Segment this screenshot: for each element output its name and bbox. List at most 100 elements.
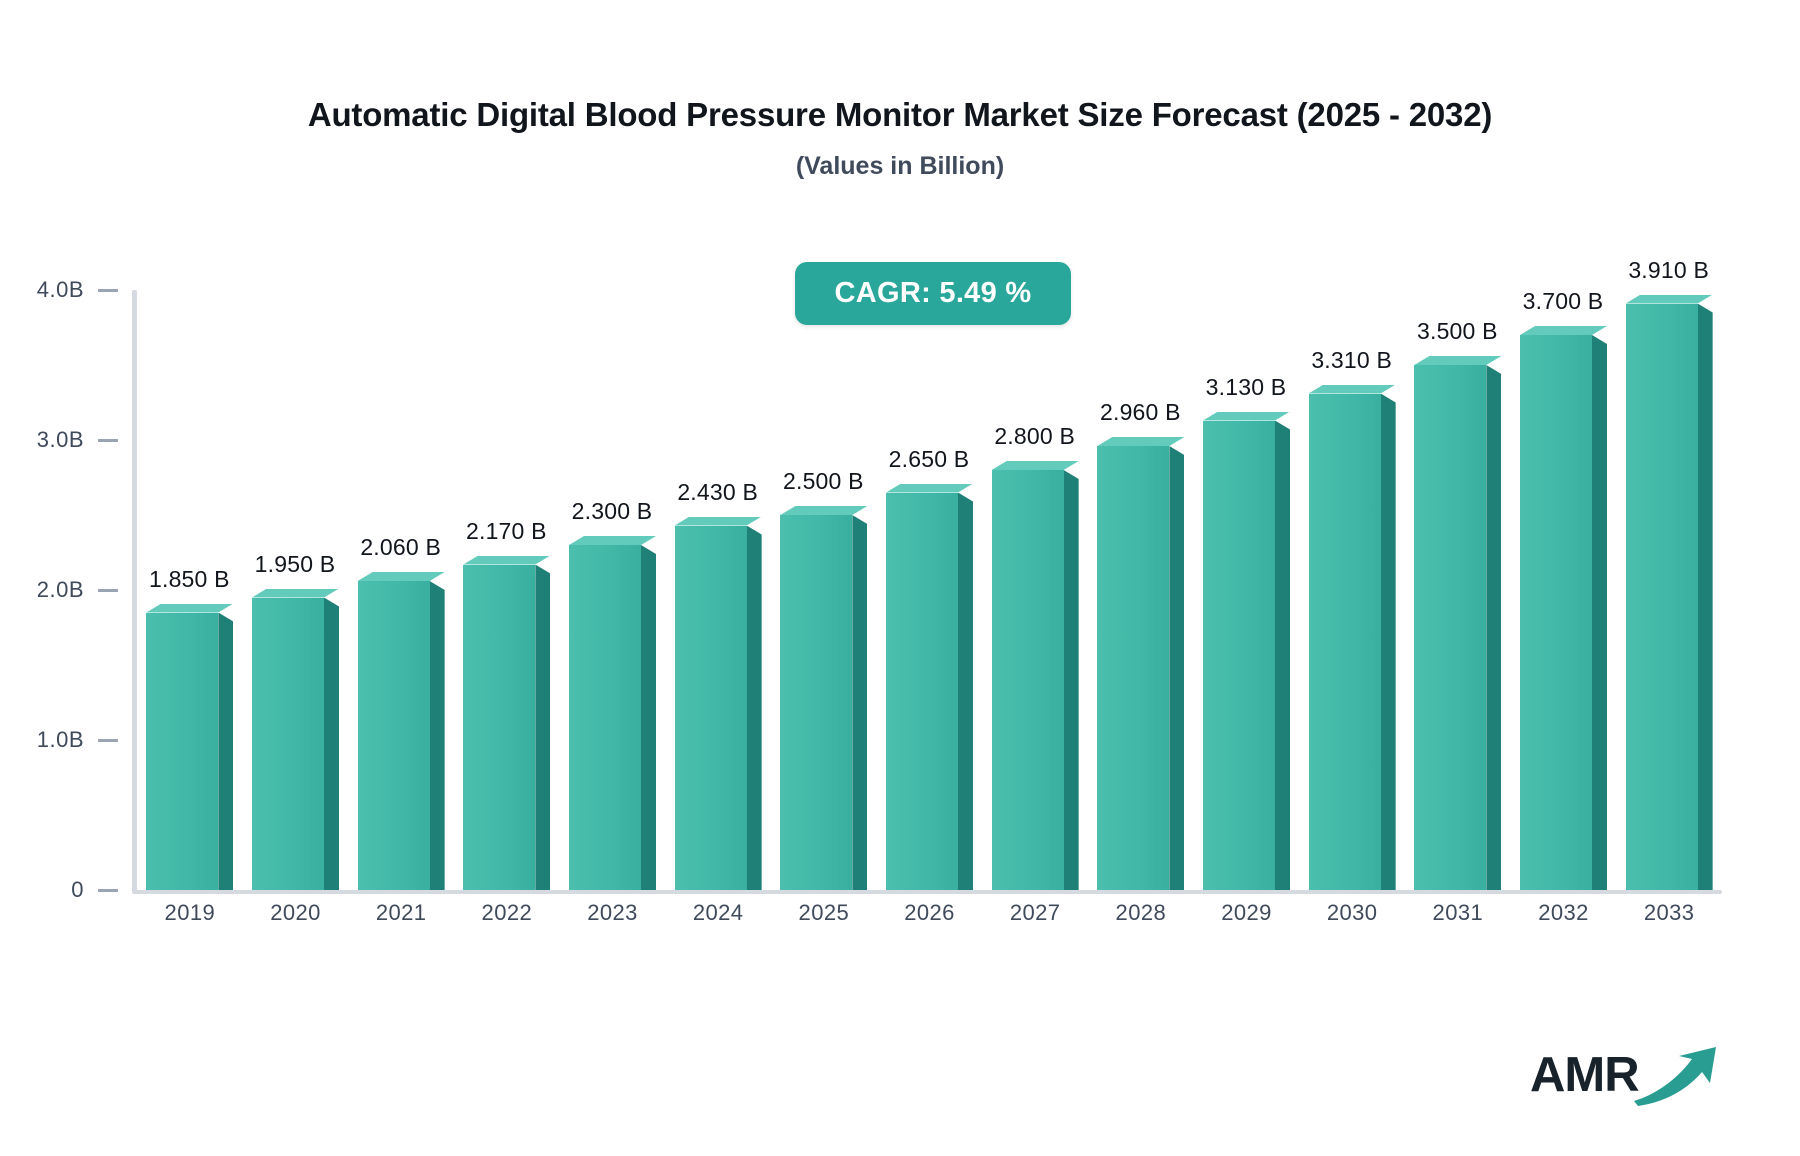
bar-side-face: [535, 564, 551, 890]
bar-side-face: [1063, 470, 1079, 890]
bar-front-face: [1520, 335, 1592, 890]
bar-front-face: [252, 597, 324, 890]
bar-value-label: 1.850 B: [148, 565, 230, 592]
bar-slot: 2.170 B: [463, 290, 551, 890]
y-axis-tick-dash: [98, 288, 118, 292]
bar-top-face: [252, 588, 339, 598]
x-axis-labels: 2019 2020 2021 2022 2023 2024 2025 2026 2027 2028…: [137, 900, 1722, 940]
growth-arrow-icon: [1634, 1047, 1716, 1106]
bar-front-face: [569, 545, 641, 890]
y-axis-tick: 4.0B: [37, 277, 118, 303]
y-axis-tick-dash: [98, 438, 118, 442]
y-axis-tick-dash: [98, 588, 118, 592]
bar-value-label: 2.960 B: [1099, 399, 1181, 425]
page-title: Automatic Digital Blood Pressure Monitor…: [307, 96, 1493, 133]
bar-front-face: [886, 492, 958, 890]
x-axis-label: 2031: [1432, 900, 1484, 925]
bar-value-label: 3.910 B: [1628, 256, 1709, 283]
x-axis-label: 2029: [1221, 900, 1272, 925]
bar-value-label: 3.700 B: [1522, 288, 1604, 314]
bar-side-face: [641, 545, 656, 890]
bar-top-face: [569, 536, 656, 545]
x-axis-label: 2027: [1009, 900, 1061, 925]
bar-side-face: [1697, 303, 1713, 890]
bar[interactable]: [886, 483, 973, 890]
bar-top-face: [991, 461, 1079, 470]
x-axis-label: 2024: [692, 900, 744, 925]
y-axis-tick-label: 4.0B: [36, 277, 84, 302]
amr-logo: AMR: [1530, 1045, 1720, 1115]
bar-value-label: 2.300 B: [571, 498, 653, 524]
bar-front-face: [674, 525, 747, 890]
bar-side-face: [746, 525, 762, 890]
x-axis-label: 2032: [1538, 900, 1589, 925]
bar-front-face: [1625, 303, 1698, 890]
bar[interactable]: [780, 506, 868, 890]
bar-value-label: 2.060 B: [360, 534, 441, 560]
bar-top-face: [1203, 411, 1290, 421]
bar-top-face: [1097, 437, 1185, 446]
bar[interactable]: [674, 516, 762, 890]
bar[interactable]: [991, 461, 1079, 890]
bar-slot: 2.060 B: [357, 290, 445, 890]
bar[interactable]: [463, 555, 551, 890]
x-axis-line: [132, 890, 1722, 894]
bar-side-face: [1275, 420, 1290, 890]
y-axis-line: [132, 290, 137, 892]
bar-slot: 2.960 B: [1097, 290, 1185, 890]
bar-slot: 2.650 B: [886, 290, 973, 890]
x-axis-label: 2030: [1326, 900, 1378, 925]
amr-logo-text: AMR: [1530, 1048, 1640, 1102]
bar-top-face: [146, 603, 234, 613]
x-axis-label: 2033: [1643, 900, 1695, 925]
x-axis-label: 2021: [375, 900, 427, 925]
bar-value-label: 2.650 B: [888, 445, 970, 472]
bar-top-face: [1414, 356, 1502, 365]
cagr-badge-label: CAGR: 5.49 %: [834, 277, 1032, 309]
bar[interactable]: [1520, 326, 1607, 890]
bar[interactable]: [1097, 437, 1185, 890]
bar-top-face: [1625, 294, 1713, 304]
bar-slot: 3.310 B: [1308, 290, 1396, 890]
bar-top-face: [1520, 326, 1607, 335]
bar-value-label: 2.500 B: [782, 468, 864, 494]
bar[interactable]: [1203, 411, 1290, 890]
x-axis-label: 2025: [798, 900, 850, 925]
y-axis-tick: 0: [71, 877, 118, 903]
bar-side-face: [852, 515, 868, 890]
bar[interactable]: [252, 588, 339, 890]
bar-top-face: [886, 483, 973, 493]
bar[interactable]: [569, 536, 656, 890]
y-axis-tick: 1.0B: [37, 727, 118, 753]
bar-slot: 3.130 B: [1203, 290, 1290, 890]
bar-slot: 2.300 B: [569, 290, 656, 890]
bar[interactable]: [1414, 356, 1502, 890]
bar[interactable]: [1625, 294, 1713, 890]
bar-slot: 2.800 B: [991, 290, 1079, 890]
bar-slot: 2.430 B: [674, 290, 762, 890]
bar[interactable]: [146, 603, 234, 890]
bar-front-face: [463, 564, 536, 890]
bar-value-label: 3.130 B: [1205, 373, 1287, 400]
bar-slot: 3.500 B: [1414, 290, 1502, 890]
bar-top-face: [674, 516, 762, 526]
bar-front-face: [1097, 446, 1170, 890]
plot-area: 0 1.0B 2.0B 3.0B 4.0B 1.850 B 1.950 B 2.060 B 2…: [37, 257, 1722, 902]
y-axis-tick-label: 0: [71, 877, 84, 902]
x-axis-label: 2019: [164, 900, 216, 925]
bar-side-face: [429, 581, 445, 890]
bar-side-face: [958, 492, 973, 890]
bar-value-label: 2.170 B: [465, 517, 547, 544]
x-axis-label: 2020: [270, 900, 321, 925]
bar-slot: 3.910 B: [1625, 257, 1713, 890]
bar-front-face: [146, 612, 219, 890]
bar-top-face: [357, 572, 445, 581]
bar-front-face: [780, 515, 853, 890]
bar-front-face: [357, 581, 430, 890]
bar-front-face: [1308, 393, 1381, 890]
x-axis-label: 2022: [481, 900, 533, 925]
bar-side-face: [1169, 446, 1185, 890]
y-axis-tick: 2.0B: [37, 577, 118, 603]
bar[interactable]: [1308, 384, 1396, 890]
bar[interactable]: [357, 572, 445, 890]
